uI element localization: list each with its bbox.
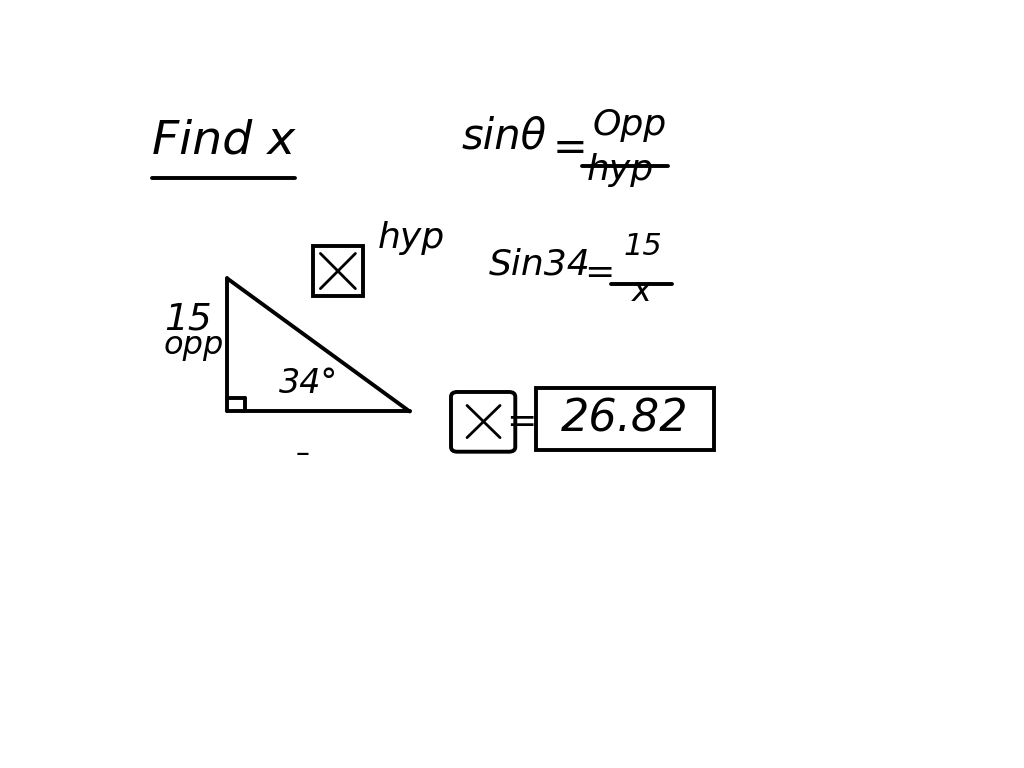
Text: hyp: hyp	[587, 153, 654, 187]
Text: =: =	[585, 257, 614, 290]
Text: =: =	[553, 127, 588, 169]
Text: Opp: Opp	[592, 108, 667, 142]
Text: Find x: Find x	[152, 118, 295, 163]
Text: opp: opp	[164, 330, 224, 361]
Text: –: –	[296, 439, 309, 468]
Text: 34°: 34°	[279, 366, 338, 399]
Bar	[536, 388, 715, 450]
Text: x: x	[632, 275, 651, 308]
Text: sinθ: sinθ	[461, 115, 547, 157]
Text: Sin34: Sin34	[489, 247, 591, 281]
Bar	[313, 246, 362, 296]
Text: 15: 15	[624, 232, 663, 260]
Text: =: =	[507, 405, 537, 439]
Text: 26.82: 26.82	[561, 398, 688, 441]
Text: hyp: hyp	[378, 220, 445, 255]
Text: 15: 15	[164, 302, 212, 338]
